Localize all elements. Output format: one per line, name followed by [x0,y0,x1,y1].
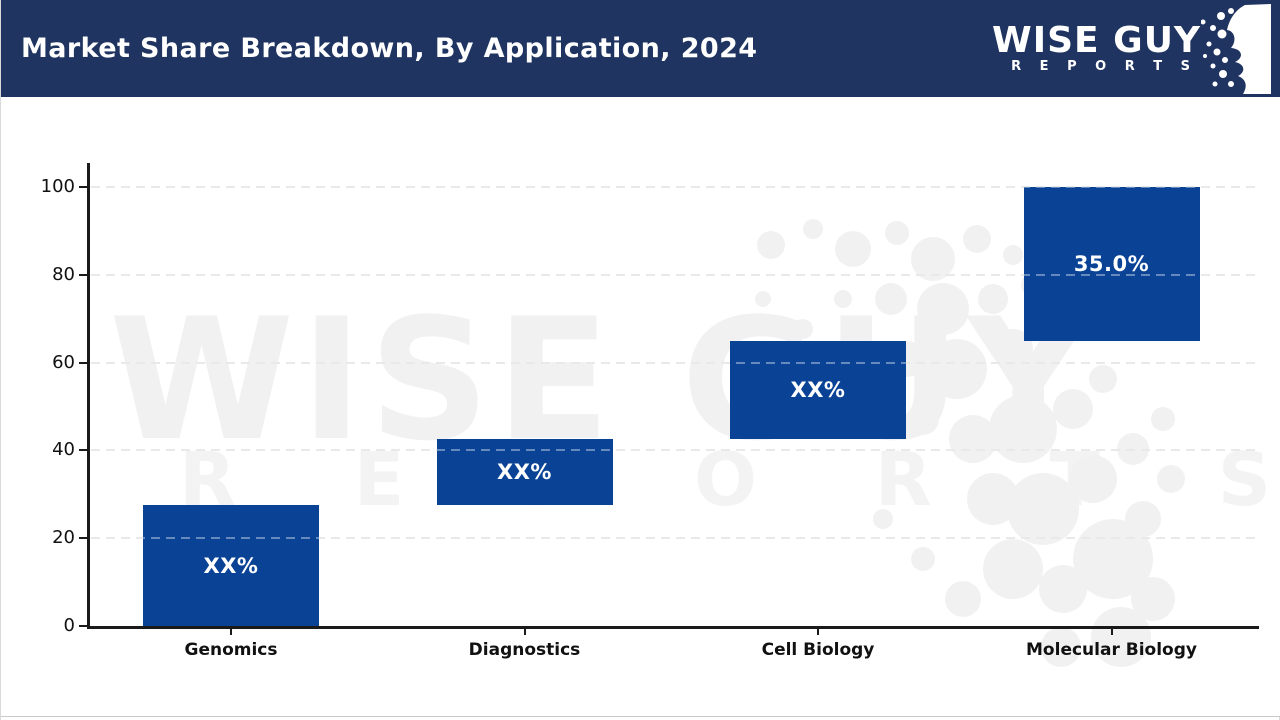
y-tick-label: 40 [52,439,75,461]
x-tick-mark [230,628,232,635]
gridline [91,449,1257,452]
wise-guy-reports-logo: WISE GUY R E P O R T S [992,0,1271,97]
gridline [91,537,1257,540]
x-tick-mark [523,628,526,635]
bottom-divider [1,716,1280,717]
y-tick-mark [79,186,87,188]
bar: XX% [436,439,613,506]
y-tick-label: 60 [52,351,75,373]
y-tick-label: 100 [40,176,75,197]
dotted-face-icon [1201,4,1271,94]
y-tick-mark [79,625,87,627]
x-tick-mark [1110,628,1113,635]
y-tick-mark [79,273,87,276]
gridline-overlay [91,361,1257,364]
bar-value-label: XX% [790,378,846,403]
bar: XX% [143,505,319,626]
gridline-overlay [91,186,1257,188]
logo-subtitle: R E P O R T S [1011,59,1197,74]
logo-wordmark: WISE GUY [991,20,1201,61]
x-axis-category-label: Diagnostics [468,640,581,660]
y-tick-label: 20 [52,527,75,549]
bar-value-label: XX% [497,460,552,485]
x-axis-category-label: Genomics [184,640,278,660]
gridline [91,186,1257,188]
gridline-overlay [91,537,1257,540]
x-tick-mark [817,628,819,635]
y-tick-label: 0 [63,615,75,636]
bar-value-label: XX% [203,553,259,578]
gridline [91,361,1257,364]
bar: XX% [730,340,906,440]
header-bar: Market Share Breakdown, By Application, … [1,0,1280,97]
y-tick-mark [79,361,87,364]
x-axis-category-label: Molecular Biology [1026,640,1197,660]
gridline [91,273,1257,276]
y-axis-spine [87,163,90,628]
y-tick-mark [79,537,87,540]
gridline-overlay [91,273,1257,276]
bar: 35.0% [1023,187,1200,341]
x-axis-category-label: Cell Biology [761,640,875,660]
y-tick-label: 80 [52,263,75,285]
x-axis-spine [87,626,1259,629]
bar-value-label: 35.0% [1073,251,1150,276]
y-tick-mark [79,449,87,452]
chart-canvas: WISE GUY R E P O R T S XX% XX% XX% 35.0% 0 20… [1,97,1280,717]
gridline-overlay [91,449,1257,452]
page-title: Market Share Breakdown, By Application, … [21,33,758,64]
